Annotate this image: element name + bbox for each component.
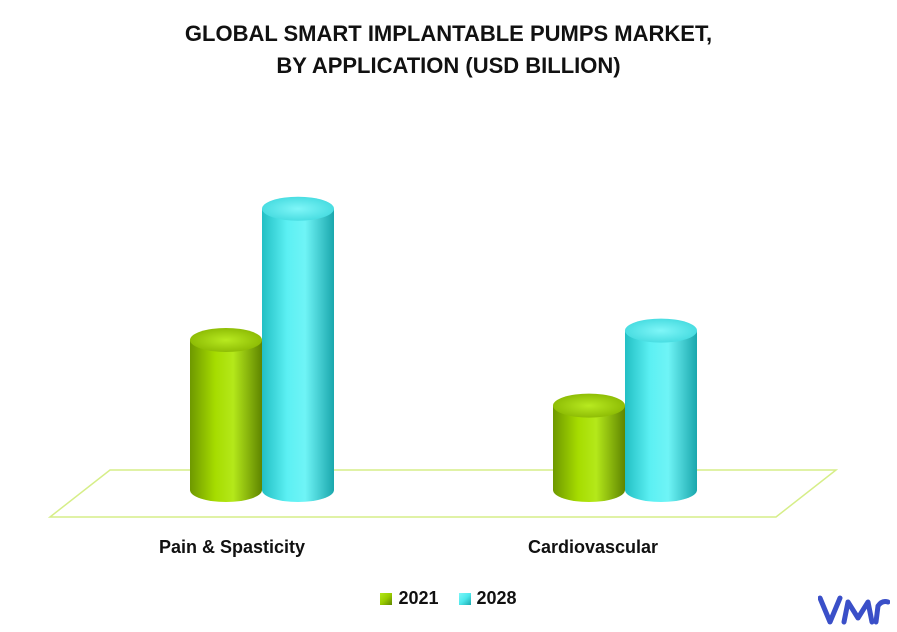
bar-2021-pain-spasticity: [190, 328, 262, 502]
legend-label-2021: 2021: [398, 588, 439, 608]
category-labels: Pain & Spasticity Cardiovascular: [159, 537, 658, 557]
vmr-logo-icon: [818, 595, 890, 625]
chart-title: GLOBAL SMART IMPLANTABLE PUMPS MARKET, B…: [0, 18, 897, 82]
category-label-0: Pain & Spasticity: [159, 537, 305, 557]
bar-2021-cardiovascular: [553, 393, 625, 502]
chart-title-line-2: BY APPLICATION (USD BILLION): [276, 53, 621, 78]
legend-swatch-2021: [380, 592, 393, 605]
chart-floor: [47, 469, 839, 518]
bar-2028-cardiovascular: [625, 318, 697, 502]
bar-2028-pain-spasticity: [262, 196, 334, 502]
legend-label-2028: 2028: [476, 588, 517, 608]
legend-item-2021: 2021: [380, 588, 439, 609]
legend-item-2028: 2028: [458, 588, 517, 609]
legend: 2021 2028: [0, 588, 897, 609]
bars-group: [190, 196, 697, 502]
chart-title-line-1: GLOBAL SMART IMPLANTABLE PUMPS MARKET,: [184, 21, 713, 46]
legend-swatch-2028: [458, 592, 471, 605]
category-label-1: Cardiovascular: [528, 537, 658, 557]
